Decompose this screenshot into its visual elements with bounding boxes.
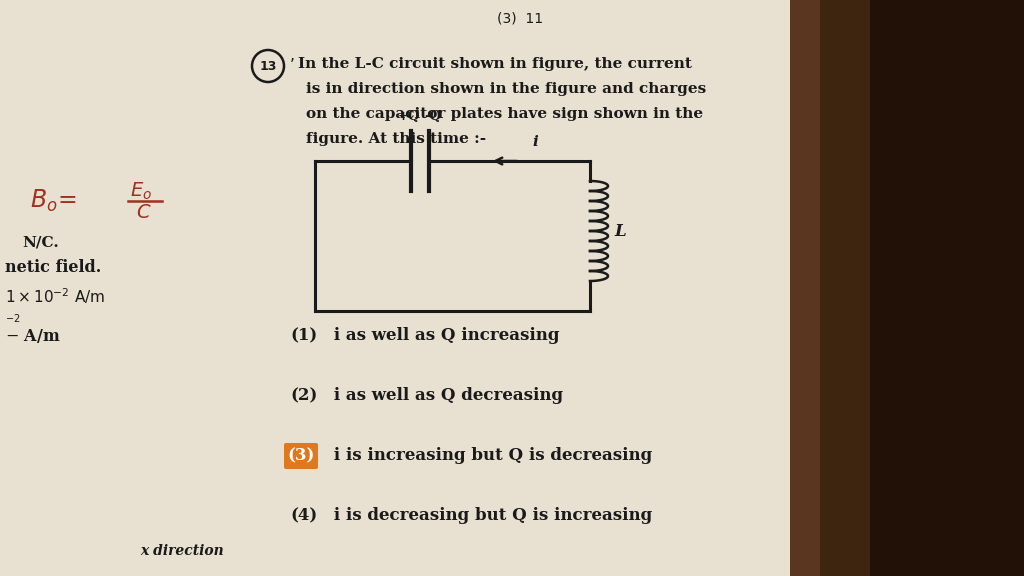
Text: netic field.: netic field. — [5, 260, 101, 276]
FancyBboxPatch shape — [284, 443, 318, 469]
Text: x direction: x direction — [140, 544, 224, 558]
Bar — [790, 0, 820, 576]
Text: is in direction shown in the figure and charges: is in direction shown in the figure and … — [306, 82, 707, 96]
Text: -Q: -Q — [424, 110, 441, 123]
Text: i as well as Q increasing: i as well as Q increasing — [328, 328, 559, 344]
Text: In the L-C circuit shown in figure, the current: In the L-C circuit shown in figure, the … — [298, 57, 692, 71]
Text: 13: 13 — [259, 59, 276, 73]
Text: i is decreasing but Q is increasing: i is decreasing but Q is increasing — [328, 507, 652, 525]
Text: ’: ’ — [290, 59, 295, 74]
Text: L: L — [614, 222, 626, 240]
Text: (2): (2) — [290, 388, 317, 404]
Text: $1 \times 10^{-2}$ A/m: $1 \times 10^{-2}$ A/m — [5, 286, 105, 306]
Text: $C$: $C$ — [136, 203, 152, 222]
Text: N/C.: N/C. — [22, 236, 58, 250]
Text: i: i — [532, 135, 538, 149]
Text: on the capacitor plates have sign shown in the: on the capacitor plates have sign shown … — [306, 107, 703, 121]
Text: i as well as Q decreasing: i as well as Q decreasing — [328, 388, 563, 404]
Text: (3)  11: (3) 11 — [497, 11, 543, 25]
Text: figure. At this time :-: figure. At this time :- — [306, 132, 486, 146]
Text: +Q: +Q — [397, 110, 420, 123]
Bar — [0, 0, 790, 576]
Bar — [790, 0, 1024, 576]
Text: $-$ A/m: $-$ A/m — [5, 327, 60, 345]
Text: $E_o$: $E_o$ — [130, 180, 152, 202]
Text: (3): (3) — [288, 448, 314, 464]
Text: $B_o\!=\!$: $B_o\!=\!$ — [30, 188, 77, 214]
Text: (1): (1) — [290, 328, 317, 344]
Text: (4): (4) — [290, 507, 317, 525]
Bar — [870, 0, 1024, 576]
Text: $^{-2}$: $^{-2}$ — [5, 314, 20, 328]
Text: i is increasing but Q is decreasing: i is increasing but Q is decreasing — [328, 448, 652, 464]
